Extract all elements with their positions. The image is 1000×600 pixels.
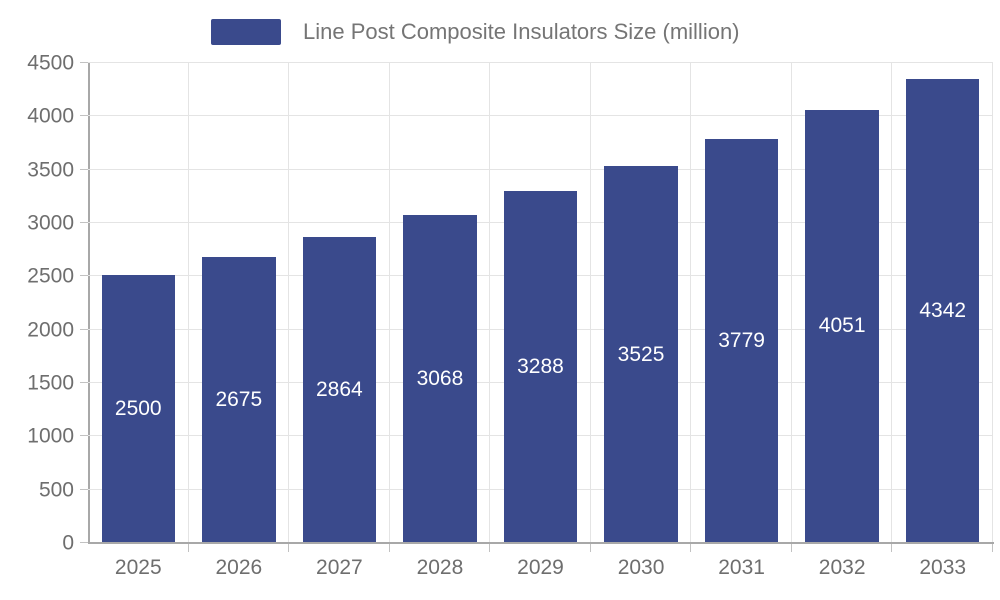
plot-area: 2500 2675 2864 3068 3288 3525 3779 4051 4342 xyxy=(88,62,993,542)
x-axis-tick-label: 2026 xyxy=(215,556,263,579)
bar-value-label: 3779 xyxy=(718,328,765,352)
bar-value-label: 3068 xyxy=(416,366,464,390)
bar[interactable]: 2864 xyxy=(302,236,377,542)
bar-value-label: 3525 xyxy=(617,342,665,366)
x-axis-tick xyxy=(891,544,893,552)
y-axis-tick xyxy=(80,115,88,117)
bar[interactable]: 3288 xyxy=(503,191,578,542)
y-axis-tick-label: 4000 xyxy=(27,104,74,128)
y-axis-tick xyxy=(80,328,88,330)
y-axis-line xyxy=(88,62,90,543)
x-axis-tick-label: 2031 xyxy=(718,556,765,579)
x-axis-tick xyxy=(388,544,390,552)
x-axis-line xyxy=(88,542,994,544)
bar[interactable]: 2500 xyxy=(101,275,175,542)
v-gridline xyxy=(589,62,591,542)
bar-value-label: 3288 xyxy=(517,355,564,379)
legend-label: Line Post Composite Insulators Size (mil… xyxy=(303,19,740,44)
x-axis-tick xyxy=(489,544,491,552)
bar-value-label: 4051 xyxy=(818,314,866,338)
x-axis-tick xyxy=(992,544,993,552)
x-axis-tick-label: 2032 xyxy=(818,556,866,579)
y-axis-tick xyxy=(80,542,88,543)
bar[interactable]: 2675 xyxy=(202,256,276,542)
x-axis-tick xyxy=(790,544,792,552)
v-gridline xyxy=(690,62,692,542)
y-axis-tick xyxy=(80,168,88,170)
y-axis-tick-label: 1500 xyxy=(27,371,74,395)
v-gridline xyxy=(288,62,290,542)
y-axis-tick xyxy=(80,222,88,223)
x-axis-tick-label: 2029 xyxy=(517,556,564,579)
v-gridline xyxy=(992,62,993,542)
v-gridline xyxy=(891,62,893,542)
h-gridline xyxy=(88,62,993,63)
y-axis-tick xyxy=(80,62,88,63)
x-axis-tick xyxy=(288,544,290,552)
h-gridline xyxy=(88,168,993,170)
x-axis-tick-label: 2028 xyxy=(416,556,464,579)
bar-value-label: 2500 xyxy=(114,397,162,421)
v-gridline xyxy=(187,62,189,542)
y-axis-tick xyxy=(80,435,88,437)
x-axis-tick-label: 2033 xyxy=(919,556,967,579)
x-axis-tick-label: 2027 xyxy=(316,556,363,579)
legend-item[interactable]: Line Post Composite Insulators Size (mil… xyxy=(211,19,740,45)
v-gridline xyxy=(790,62,792,542)
y-axis-tick-label: 500 xyxy=(38,478,74,502)
y-axis-tick xyxy=(80,382,88,383)
bar[interactable]: 3779 xyxy=(704,138,779,542)
v-gridline xyxy=(489,62,491,542)
x-axis-tick xyxy=(589,544,591,552)
bar[interactable]: 3525 xyxy=(604,166,678,542)
bar[interactable]: 3068 xyxy=(403,214,477,542)
y-axis-tick xyxy=(80,488,88,490)
bar-value-label: 2675 xyxy=(215,387,263,411)
y-axis-tick-label: 2500 xyxy=(27,264,74,288)
legend-swatch xyxy=(211,19,281,45)
y-axis-tick-label: 3000 xyxy=(27,211,74,235)
y-axis-tick-label: 0 xyxy=(62,531,74,555)
y-axis-tick-label: 2000 xyxy=(27,318,74,342)
bar-value-label: 4342 xyxy=(919,298,967,322)
bar-value-label: 2864 xyxy=(316,377,363,401)
bar[interactable]: 4342 xyxy=(906,78,980,542)
x-axis-tick xyxy=(187,544,189,552)
y-axis-tick-label: 1000 xyxy=(27,424,74,448)
y-axis-tick-label: 3500 xyxy=(27,158,74,182)
v-gridline xyxy=(388,62,390,542)
bar[interactable]: 4051 xyxy=(805,109,879,542)
x-axis-tick-label: 2025 xyxy=(114,556,162,579)
h-gridline xyxy=(88,115,993,117)
y-axis-tick xyxy=(80,275,88,277)
x-axis-tick xyxy=(690,544,692,552)
x-axis-tick-label: 2030 xyxy=(617,556,665,579)
y-axis-tick-label: 4500 xyxy=(27,51,74,75)
